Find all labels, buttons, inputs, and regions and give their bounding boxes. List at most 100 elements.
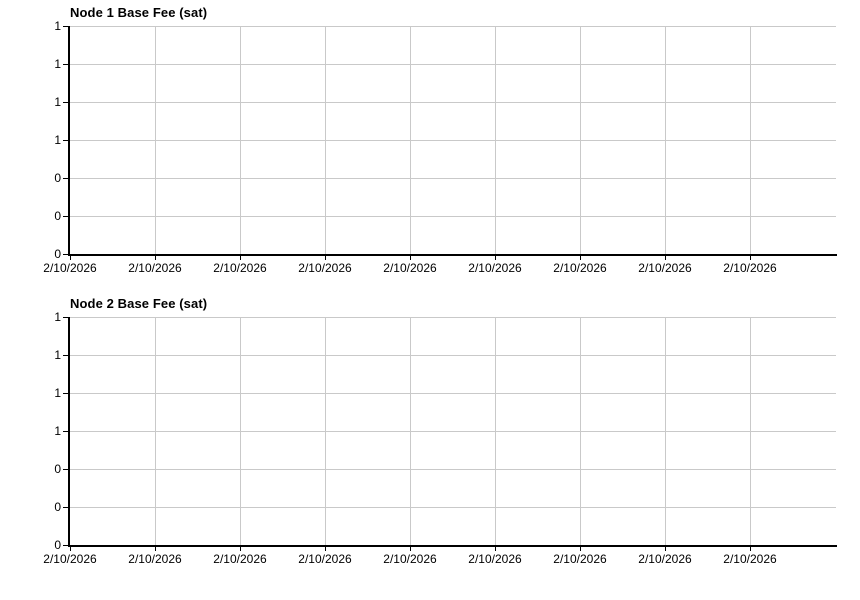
y-tick-label-node-1: 1 (54, 19, 61, 33)
x-tick-label-node-1: 2/10/2026 (383, 261, 437, 275)
y-tick-label-node-1: 0 (54, 247, 61, 261)
y-tick-mark-node-2 (63, 545, 68, 546)
gridline-vertical (155, 26, 156, 254)
y-tick-mark-node-1 (63, 64, 68, 65)
x-tick-label-node-2: 2/10/2026 (128, 552, 182, 566)
gridline-vertical (580, 26, 581, 254)
y-tick-mark-node-1 (63, 216, 68, 217)
gridline-vertical (665, 26, 666, 254)
gridline-horizontal (68, 178, 836, 179)
chart-panel-node-2: Node 2 Base Fee (sat) 1 1 1 1 0 0 0 2/10/2026 2… (0, 291, 860, 581)
gridline-vertical (750, 317, 751, 545)
plot-area-node-2 (68, 317, 836, 546)
y-tick-mark-node-1 (63, 140, 68, 141)
y-tick-label-node-2: 1 (54, 386, 61, 400)
x-tick-mark-node-1 (580, 256, 581, 260)
y-tick-label-node-2: 1 (54, 348, 61, 362)
y-tick-label-node-1: 1 (54, 95, 61, 109)
y-tick-label-node-2: 0 (54, 462, 61, 476)
gridline-vertical (750, 26, 751, 254)
x-tick-mark-node-1 (325, 256, 326, 260)
x-tick-label-node-2: 2/10/2026 (43, 552, 97, 566)
x-tick-mark-node-2 (325, 547, 326, 551)
y-tick-mark-node-1 (63, 254, 68, 255)
x-tick-label-node-1: 2/10/2026 (298, 261, 352, 275)
y-tick-mark-node-2 (63, 393, 68, 394)
y-tick-label-node-2: 1 (54, 310, 61, 324)
gridline-vertical (495, 26, 496, 254)
x-tick-mark-node-1 (495, 256, 496, 260)
x-tick-label-node-2: 2/10/2026 (468, 552, 522, 566)
x-axis-line-node-2 (68, 545, 837, 547)
x-tick-mark-node-1 (665, 256, 666, 260)
x-tick-mark-node-2 (580, 547, 581, 551)
x-axis-line-node-1 (68, 254, 837, 256)
x-tick-label-node-1: 2/10/2026 (638, 261, 692, 275)
x-tick-mark-node-2 (70, 547, 71, 551)
y-tick-mark-node-2 (63, 507, 68, 508)
y-tick-label-node-1: 0 (54, 171, 61, 185)
y-tick-label-node-1: 1 (54, 133, 61, 147)
x-tick-label-node-1: 2/10/2026 (128, 261, 182, 275)
gridline-vertical (410, 317, 411, 545)
chart-panel-node-1: Node 1 Base Fee (sat) 1 1 1 1 0 0 0 2/10/2026 2… (0, 0, 860, 290)
gridline-horizontal (68, 102, 836, 103)
x-tick-mark-node-1 (410, 256, 411, 260)
y-tick-mark-node-2 (63, 317, 68, 318)
y-tick-label-node-2: 0 (54, 500, 61, 514)
gridline-vertical (325, 26, 326, 254)
gridline-horizontal (68, 393, 836, 394)
gridline-horizontal (68, 507, 836, 508)
x-tick-label-node-2: 2/10/2026 (383, 552, 437, 566)
gridline-vertical (240, 26, 241, 254)
x-tick-label-node-1: 2/10/2026 (723, 261, 777, 275)
y-axis-line-node-1 (68, 26, 70, 255)
x-tick-label-node-2: 2/10/2026 (638, 552, 692, 566)
y-tick-label-node-2: 1 (54, 424, 61, 438)
chart-title-node-1: Node 1 Base Fee (sat) (70, 5, 208, 20)
x-tick-label-node-1: 2/10/2026 (213, 261, 267, 275)
gridline-horizontal (68, 469, 836, 470)
x-tick-label-node-1: 2/10/2026 (468, 261, 522, 275)
y-tick-mark-node-2 (63, 431, 68, 432)
y-tick-mark-node-1 (63, 178, 68, 179)
x-tick-mark-node-2 (240, 547, 241, 551)
gridline-horizontal (68, 317, 836, 318)
x-tick-label-node-1: 2/10/2026 (43, 261, 97, 275)
y-tick-mark-node-1 (63, 26, 68, 27)
x-tick-label-node-1: 2/10/2026 (553, 261, 607, 275)
gridline-vertical (580, 317, 581, 545)
plot-area-node-1 (68, 26, 836, 255)
y-axis-line-node-2 (68, 317, 70, 546)
gridline-horizontal (68, 140, 836, 141)
y-tick-label-node-1: 0 (54, 209, 61, 223)
y-tick-label-node-2: 0 (54, 538, 61, 552)
gridline-horizontal (68, 355, 836, 356)
chart-title-node-2: Node 2 Base Fee (sat) (70, 296, 208, 311)
y-tick-mark-node-2 (63, 469, 68, 470)
x-tick-mark-node-2 (155, 547, 156, 551)
x-tick-mark-node-1 (240, 256, 241, 260)
x-tick-label-node-2: 2/10/2026 (553, 552, 607, 566)
x-tick-label-node-2: 2/10/2026 (213, 552, 267, 566)
x-tick-mark-node-2 (750, 547, 751, 551)
gridline-vertical (665, 317, 666, 545)
gridline-vertical (155, 317, 156, 545)
x-tick-mark-node-1 (70, 256, 71, 260)
x-tick-mark-node-2 (495, 547, 496, 551)
x-tick-label-node-2: 2/10/2026 (298, 552, 352, 566)
gridline-horizontal (68, 64, 836, 65)
x-tick-label-node-2: 2/10/2026 (723, 552, 777, 566)
gridline-horizontal (68, 26, 836, 27)
gridline-vertical (325, 317, 326, 545)
y-tick-mark-node-2 (63, 355, 68, 356)
gridline-horizontal (68, 431, 836, 432)
x-tick-mark-node-1 (155, 256, 156, 260)
gridline-vertical (495, 317, 496, 545)
y-tick-mark-node-1 (63, 102, 68, 103)
gridline-horizontal (68, 216, 836, 217)
x-tick-mark-node-1 (750, 256, 751, 260)
y-tick-label-node-1: 1 (54, 57, 61, 71)
x-tick-mark-node-2 (665, 547, 666, 551)
